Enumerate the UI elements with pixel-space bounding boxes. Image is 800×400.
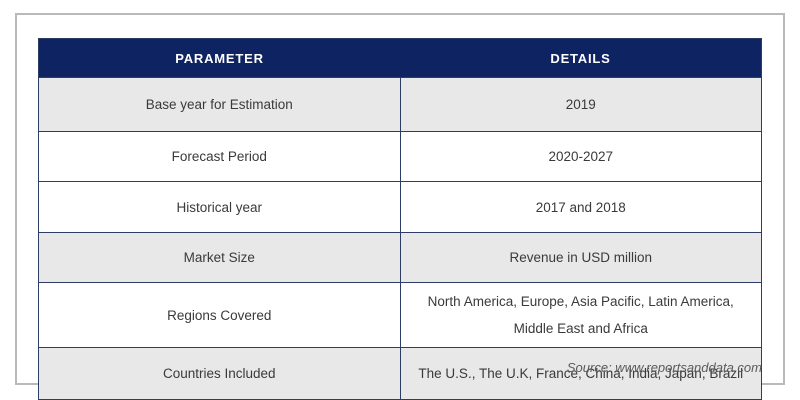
parameter-cell: Forecast Period <box>38 131 401 182</box>
parameter-cell: Base year for Estimation <box>38 77 401 132</box>
column-header-details: DETAILS <box>400 38 762 78</box>
details-cell: The U.S., The U.K, France, China, India,… <box>399 347 762 400</box>
table-row: Market Size Revenue in USD million <box>38 232 762 283</box>
table-row: Regions Covered North America, Europe, A… <box>38 282 762 348</box>
source-attribution: Source: www.reportsanddata.com <box>566 360 762 375</box>
details-cell: 2019 <box>399 77 762 132</box>
scope-table-container: PARAMETER DETAILS Base year for Estimati… <box>38 38 762 400</box>
table-row: Base year for Estimation 2019 <box>38 77 762 132</box>
parameter-cell: Regions Covered <box>38 282 401 348</box>
details-cell: 2020-2027 <box>399 131 762 182</box>
table-row: Forecast Period 2020-2027 <box>38 131 762 182</box>
scope-table-body: Base year for Estimation 2019 Forecast P… <box>38 77 762 400</box>
header-row: PARAMETER DETAILS <box>38 38 762 78</box>
details-cell: Revenue in USD million <box>399 232 762 283</box>
table-row: Historical year 2017 and 2018 <box>38 181 762 233</box>
details-cell: 2017 and 2018 <box>399 181 762 233</box>
parameter-cell: Historical year <box>38 181 401 233</box>
details-cell: North America, Europe, Asia Pacific, Lat… <box>399 282 762 348</box>
parameter-cell: Countries Included <box>38 347 401 400</box>
table-row: Countries Included The U.S., The U.K, Fr… <box>38 347 762 400</box>
scope-table-header: PARAMETER DETAILS <box>38 38 762 78</box>
column-header-parameter: PARAMETER <box>38 38 400 78</box>
parameter-cell: Market Size <box>38 232 401 283</box>
scope-table: PARAMETER DETAILS Base year for Estimati… <box>38 38 762 400</box>
